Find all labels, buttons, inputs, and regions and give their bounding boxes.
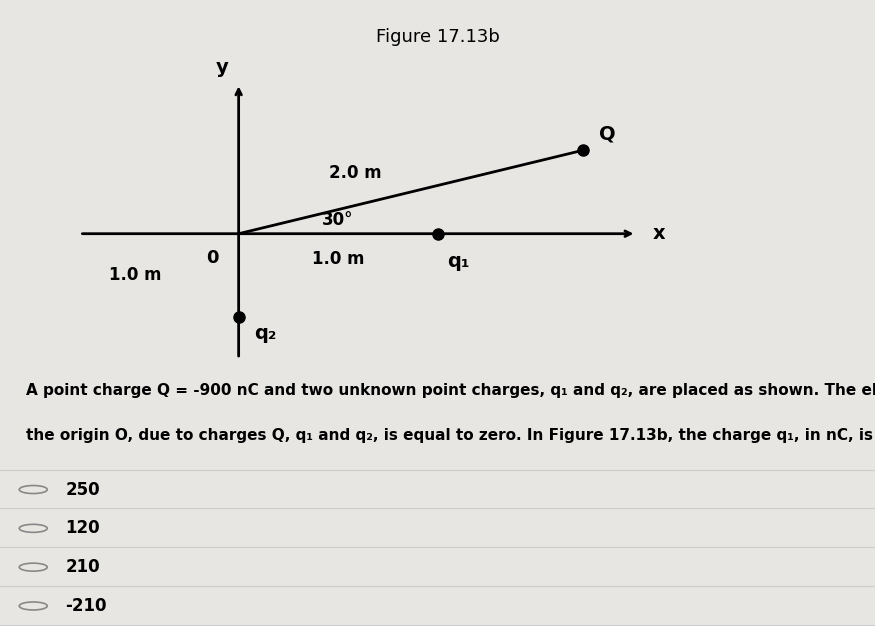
Text: Q: Q [599,125,616,143]
Text: -210: -210 [66,597,107,615]
Text: q₁: q₁ [447,252,470,271]
Text: Figure 17.13b: Figure 17.13b [375,28,500,46]
Text: y: y [216,58,228,77]
Text: q₂: q₂ [255,324,276,343]
Text: 120: 120 [66,520,101,537]
Text: 0: 0 [206,249,219,267]
Text: 1.0 m: 1.0 m [109,267,162,284]
Text: 30°: 30° [322,211,354,228]
Text: 210: 210 [66,558,101,576]
Text: 2.0 m: 2.0 m [329,164,382,182]
Text: A point charge Q = -900 nC and two unknown point charges, q₁ and q₂, are placed : A point charge Q = -900 nC and two unkno… [26,383,875,398]
Text: the origin O, due to charges Q, q₁ and q₂, is equal to zero. In Figure 17.13b, t: the origin O, due to charges Q, q₁ and q… [26,428,875,443]
Text: x: x [652,224,665,244]
Text: 1.0 m: 1.0 m [312,250,364,269]
Text: 250: 250 [66,481,101,498]
